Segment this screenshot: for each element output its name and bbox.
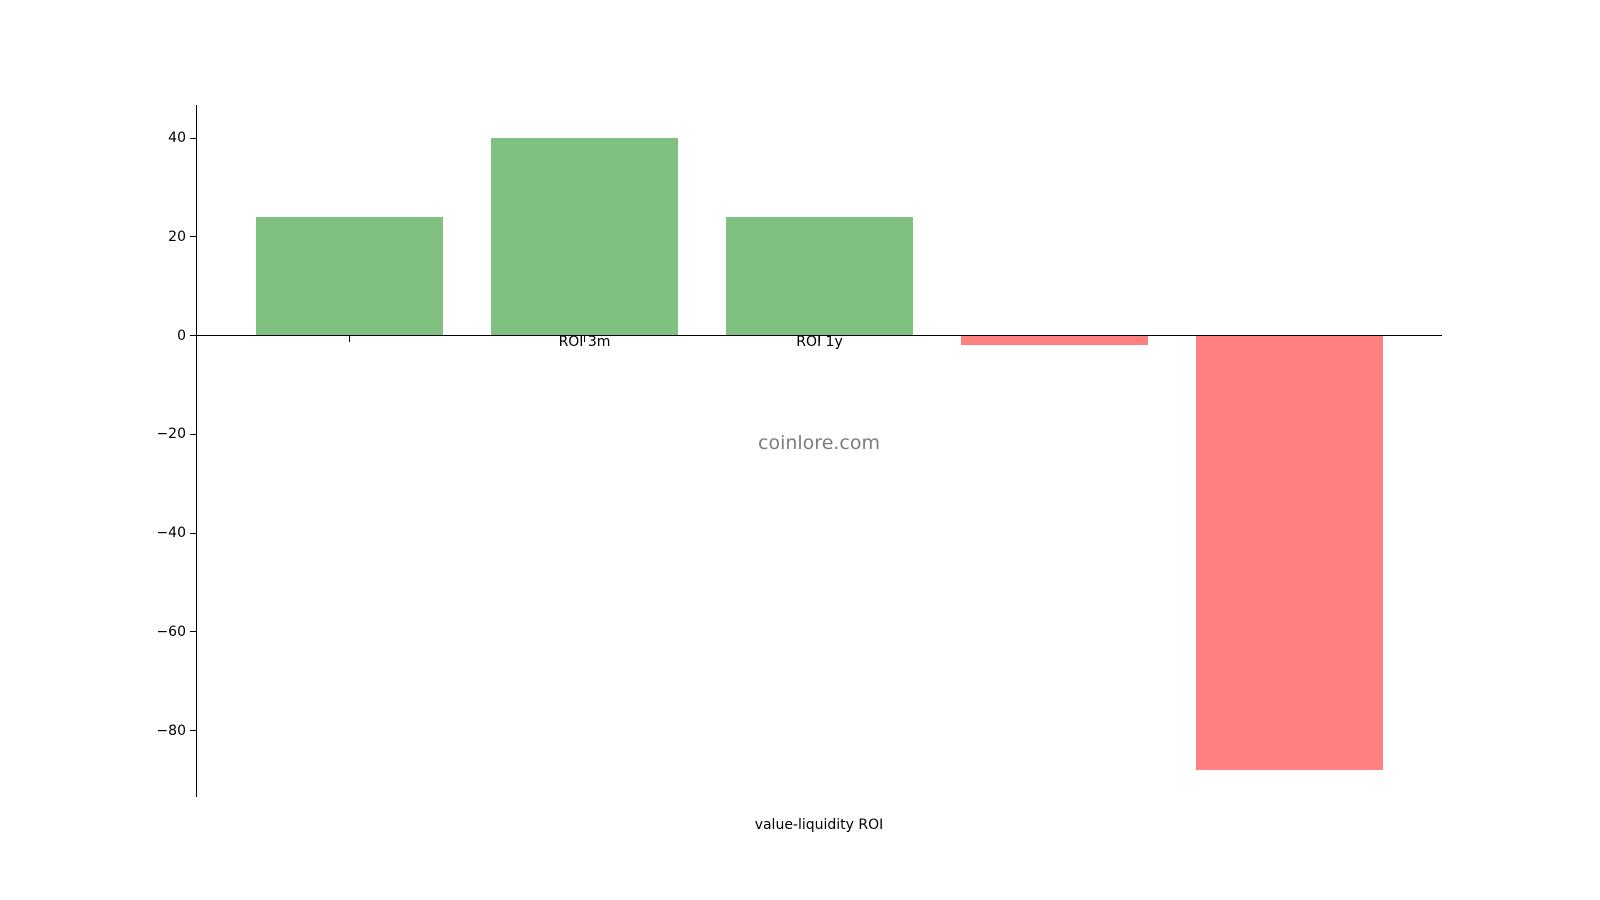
watermark-text: coinlore.com [758,432,880,454]
bar [1195,335,1384,770]
x-axis-title: value-liquidity ROI [754,817,884,833]
y-tick-label: −80 [156,722,186,739]
x-axis-line [196,335,1442,336]
y-tick [189,532,196,534]
y-tick-label: −40 [156,525,186,541]
y-tick-label: 20 [168,228,186,245]
y-tick-label: 40 [168,130,186,146]
y-tick [189,137,196,139]
bar [490,138,679,336]
y-tick [189,730,196,731]
x-tick [584,335,585,342]
x-tick [349,335,350,342]
y-tick [189,236,196,238]
x-tick [819,335,820,342]
y-tick-label: −20 [156,426,186,443]
y-tick [189,631,196,633]
x-tick-label: ROI 3m [558,333,611,350]
y-axis-spine [196,105,197,797]
bar [725,217,914,336]
y-tick [189,335,196,336]
y-tick [189,433,196,435]
y-tick-label: −60 [156,623,186,640]
bar [960,335,1149,346]
x-tick-label: ROI 1y [796,333,843,350]
y-tick-label: 0 [177,327,186,344]
bar [255,217,444,336]
